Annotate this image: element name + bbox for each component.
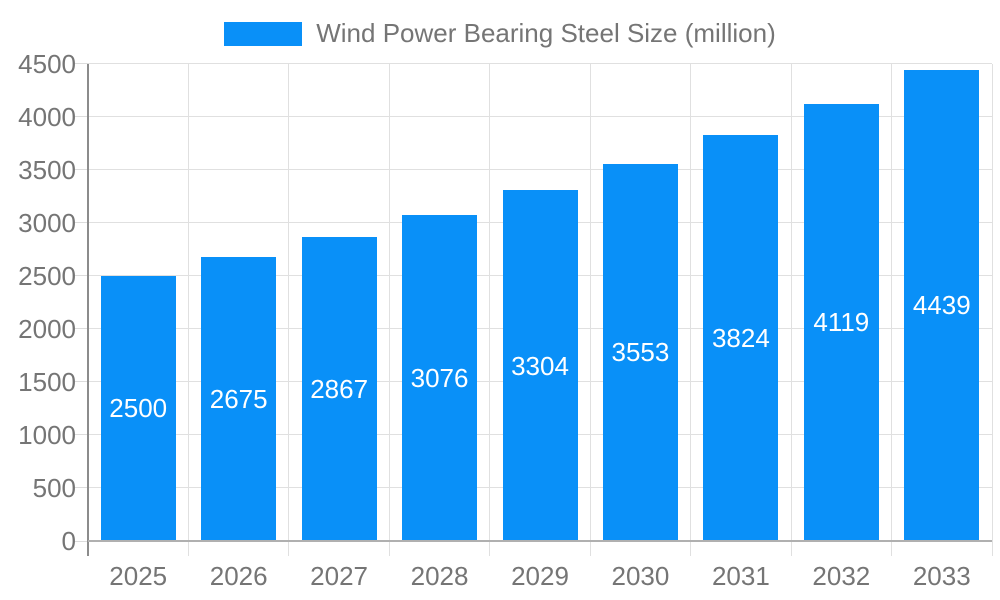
y-tick-label: 3500 [18, 154, 76, 185]
y-tick-label: 1500 [18, 366, 76, 397]
x-gridline [790, 63, 792, 556]
y-axis-tick [73, 116, 88, 118]
x-gridline [891, 63, 893, 556]
x-tick-label: 2031 [711, 561, 770, 591]
bar-value-label: 3076 [410, 362, 469, 393]
bar-2030[interactable] [602, 163, 678, 540]
bar-2029[interactable] [502, 190, 578, 540]
legend-label: Wind Power Bearing Steel Size (million) [316, 18, 776, 48]
y-gridline [88, 116, 992, 118]
bar-value-label: 3304 [511, 350, 569, 381]
y-gridline [88, 63, 992, 64]
x-gridline [589, 63, 591, 556]
bar-2028[interactable] [402, 214, 478, 540]
bar-2033[interactable] [904, 69, 980, 540]
y-tick-label: 4000 [18, 101, 76, 132]
y-tick-label: 2500 [18, 260, 76, 291]
bar-value-label: 4119 [813, 307, 870, 338]
y-tick-label: 4500 [18, 48, 76, 79]
bar-value-label: 2675 [209, 384, 268, 415]
y-axis-tick [73, 63, 88, 64]
bar-2031[interactable] [703, 135, 779, 540]
y-axis-line [87, 63, 89, 556]
y-tick-label: 2000 [18, 313, 76, 344]
y-axis-tick [73, 222, 88, 224]
y-axis-tick [73, 381, 88, 383]
y-tick-label: 0 [61, 526, 76, 556]
x-tick-label: 2026 [209, 561, 268, 591]
x-gridline [690, 63, 692, 556]
bar-value-label: 4439 [912, 290, 971, 321]
legend-swatch-icon [224, 21, 303, 46]
legend-item[interactable]: Wind Power Bearing Steel Size (million) [0, 18, 1000, 49]
x-tick-label: 2032 [812, 561, 871, 591]
bar-value-label: 3824 [711, 323, 770, 354]
bar-value-label: 2500 [109, 393, 168, 424]
x-tick-label: 2025 [109, 561, 168, 591]
y-tick-label: 500 [32, 472, 76, 503]
x-tick-label: 2033 [912, 561, 971, 591]
bar-value-label: 2867 [310, 373, 369, 404]
x-gridline [288, 63, 290, 556]
x-tick-label: 2030 [611, 561, 670, 591]
y-tick-label: 1000 [18, 419, 76, 450]
y-axis-tick [73, 328, 88, 330]
y-gridline [88, 169, 992, 171]
x-tick-label: 2028 [410, 561, 469, 591]
bar-2032[interactable] [803, 103, 879, 540]
x-gridline [187, 63, 189, 556]
x-gridline [388, 63, 390, 556]
bar-value-label: 3553 [611, 337, 670, 368]
x-gridline [991, 63, 993, 556]
x-gridline [489, 63, 491, 556]
x-axis-line [88, 540, 992, 542]
y-axis-tick [73, 434, 88, 436]
y-axis-tick [73, 487, 88, 489]
bar-2027[interactable] [301, 236, 377, 540]
x-tick-label: 2027 [310, 561, 369, 591]
y-axis-tick [73, 540, 88, 542]
bar-2025[interactable] [100, 275, 176, 540]
bar-2026[interactable] [201, 257, 277, 540]
y-axis-tick [73, 275, 88, 277]
y-tick-label: 3000 [18, 207, 76, 238]
x-tick-label: 2029 [511, 561, 569, 591]
y-axis-tick [73, 169, 88, 171]
